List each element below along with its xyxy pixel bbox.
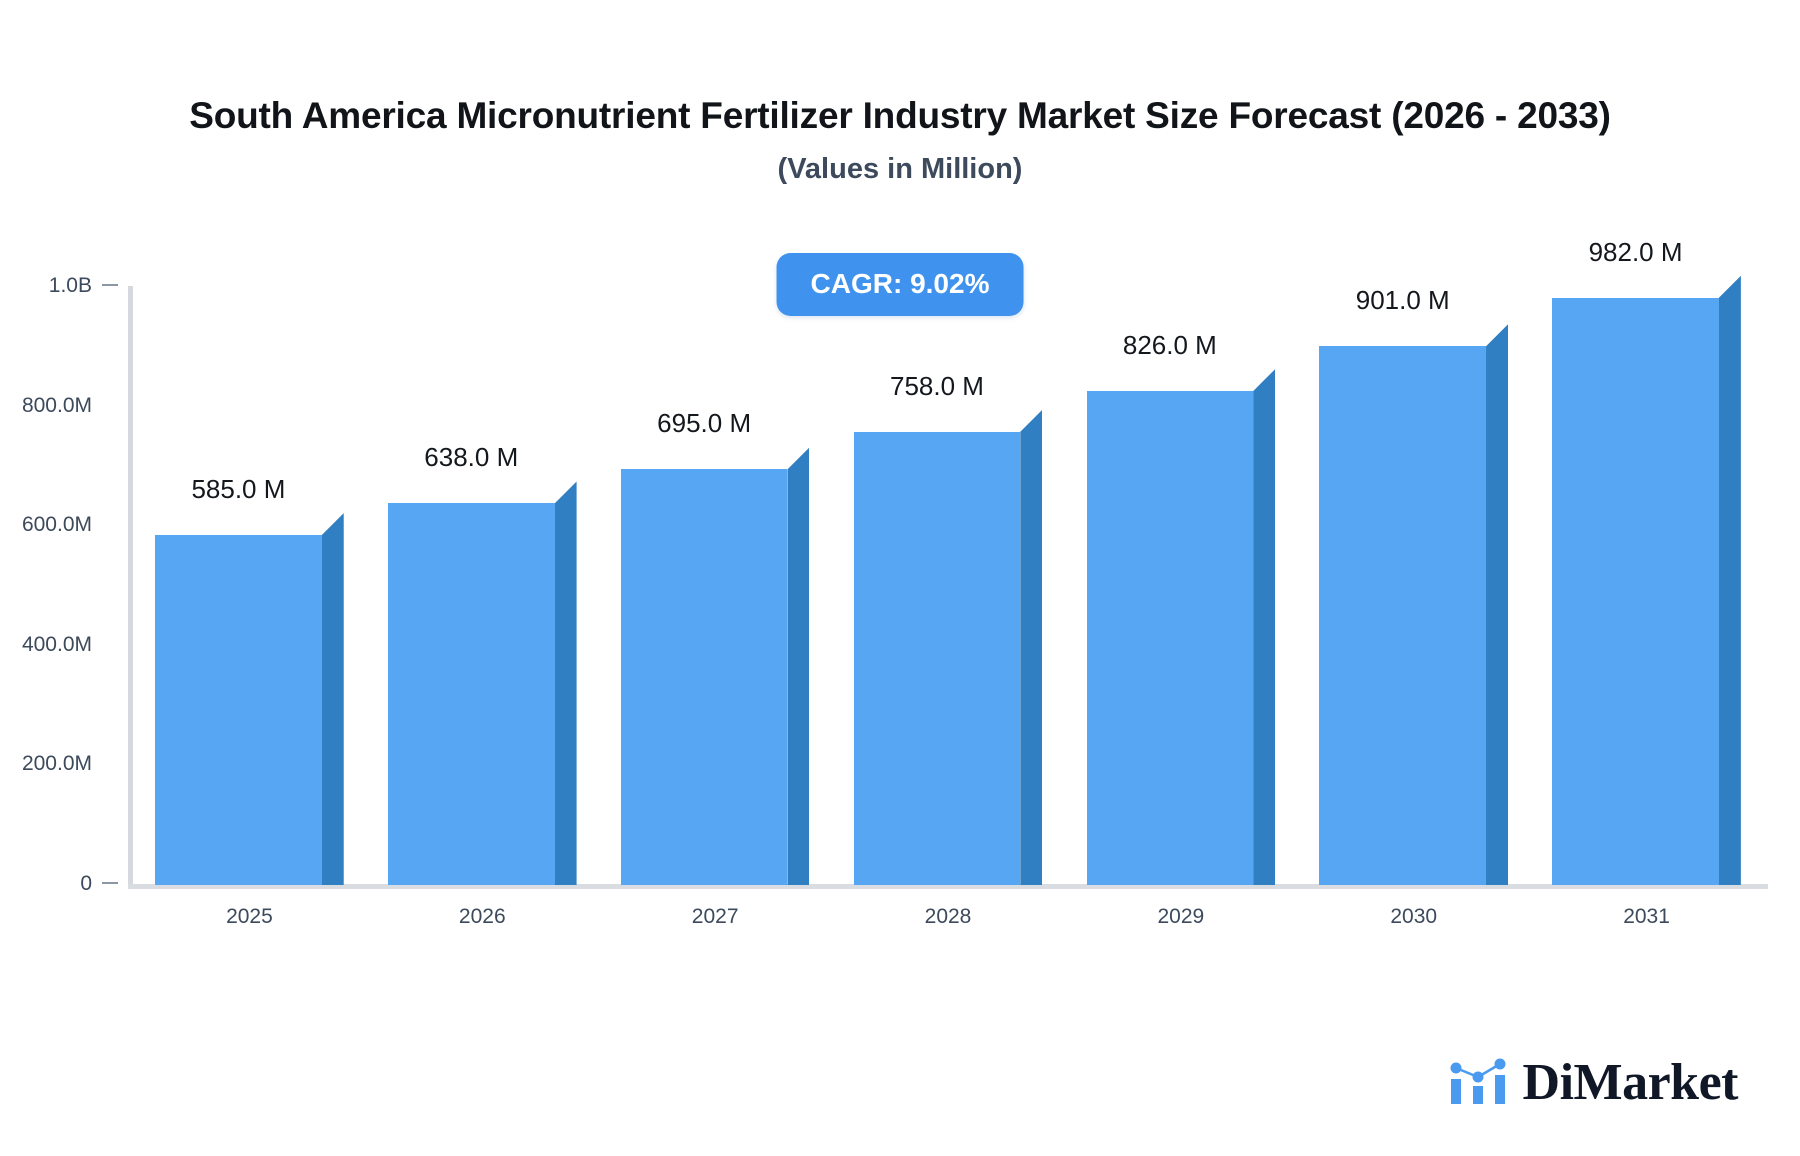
x-axis-tick-label: 2030 [1390, 905, 1438, 928]
bar-front-face [620, 469, 788, 885]
x-axis-tick-label: 2026 [458, 905, 506, 928]
bar-value-label: 585.0 M [191, 474, 286, 505]
bar[interactable] [1319, 324, 1509, 885]
y-axis-tick: 1.0B [0, 274, 118, 298]
bar-front-face [387, 503, 555, 885]
x-axis-tick-label: 2031 [1623, 905, 1670, 928]
bar-side-face [1253, 369, 1276, 885]
y-axis-tick-label: 0 [80, 872, 92, 895]
bar-value-label: 758.0 M [890, 370, 984, 401]
bar-group: 758.0 M [853, 240, 1043, 885]
bar-group: 826.0 M [1086, 240, 1276, 885]
bar-side-face [554, 481, 577, 885]
y-axis-tick: 800.0M [0, 394, 118, 418]
y-axis-tick-mark [102, 643, 118, 645]
chart-title: South America Micronutrient Fertilizer I… [189, 95, 1611, 136]
y-axis-tick: 200.0M [0, 752, 118, 776]
y-axis-tick-label: 800.0M [21, 393, 92, 417]
logo-wordmark: DiMarket [1522, 1053, 1739, 1111]
bar[interactable] [387, 481, 577, 885]
bar-value-label: 826.0 M [1122, 330, 1217, 361]
title-block: South America Micronutrient Fertilizer I… [0, 95, 1800, 186]
y-axis-tick-mark [102, 404, 118, 406]
bar[interactable] [620, 447, 810, 885]
y-axis-tick-label: 1.0B [48, 274, 92, 297]
bar-group: 695.0 M [620, 240, 810, 885]
x-axis-tick-label: 2027 [691, 905, 739, 928]
y-axis-tick-mark [102, 523, 118, 525]
bar-side-face [1718, 275, 1741, 885]
bar-front-face [1552, 297, 1719, 885]
bar-value-label: 901.0 M [1355, 285, 1450, 316]
x-axis-tick-label: 2028 [924, 905, 972, 928]
bar-value-label: 982.0 M [1588, 236, 1683, 267]
bar-group: 638.0 M [387, 240, 577, 885]
bar[interactable] [155, 513, 344, 885]
x-axis-baseline [128, 884, 1768, 889]
y-axis-tick: 600.0M [0, 513, 118, 537]
y-axis-tick-label: 400.0M [21, 632, 92, 656]
bar-value-label: 638.0 M [424, 442, 519, 473]
bar-group: 585.0 M [155, 240, 344, 885]
bar-chart-logo-icon [1447, 1055, 1509, 1110]
y-axis: 1.0B 800.0M 600.0M 400.0M 200.0M 0 [0, 0, 118, 1156]
x-axis: 2025 2026 2027 2028 2029 2030 2031 [133, 905, 1763, 945]
y-axis-tick-label: 600.0M [21, 513, 92, 537]
y-axis-tick-label: 200.0M [21, 752, 92, 776]
y-axis-tick-mark [102, 762, 118, 764]
y-axis-tick-mark [102, 881, 118, 884]
dimarket-logo: DiMarket [1447, 1053, 1739, 1111]
bar-group: 901.0 M [1319, 240, 1509, 885]
chart-subtitle: (Values in Million) [777, 152, 1023, 185]
bar-group: 982.0 M [1552, 236, 1741, 885]
y-axis-tick: 0 [0, 872, 118, 896]
x-axis-tick-label: 2025 [226, 905, 273, 928]
bar[interactable] [853, 409, 1043, 885]
y-axis-tick-mark [102, 283, 118, 286]
bar-side-face [1020, 409, 1043, 885]
bar-side-face [1486, 324, 1509, 885]
bar[interactable] [1086, 369, 1276, 885]
bar-front-face [1086, 391, 1254, 885]
bar-value-label: 695.0 M [657, 408, 752, 439]
x-axis-tick-label: 2029 [1157, 905, 1205, 928]
cagr-badge: CAGR: 9.02% [776, 253, 1024, 316]
y-axis-tick: 400.0M [0, 633, 118, 657]
y-axis-spine [128, 286, 133, 889]
bar-front-face [155, 535, 322, 885]
bar-side-face [321, 513, 344, 885]
bar-front-face [853, 431, 1021, 885]
bar-front-face [1319, 346, 1487, 885]
bar[interactable] [1552, 275, 1741, 885]
bar-series: 585.0 M 638.0 M 695.0 M 758.0 M 826.0 M 901.0… [133, 236, 1763, 885]
bar-side-face [787, 447, 810, 885]
